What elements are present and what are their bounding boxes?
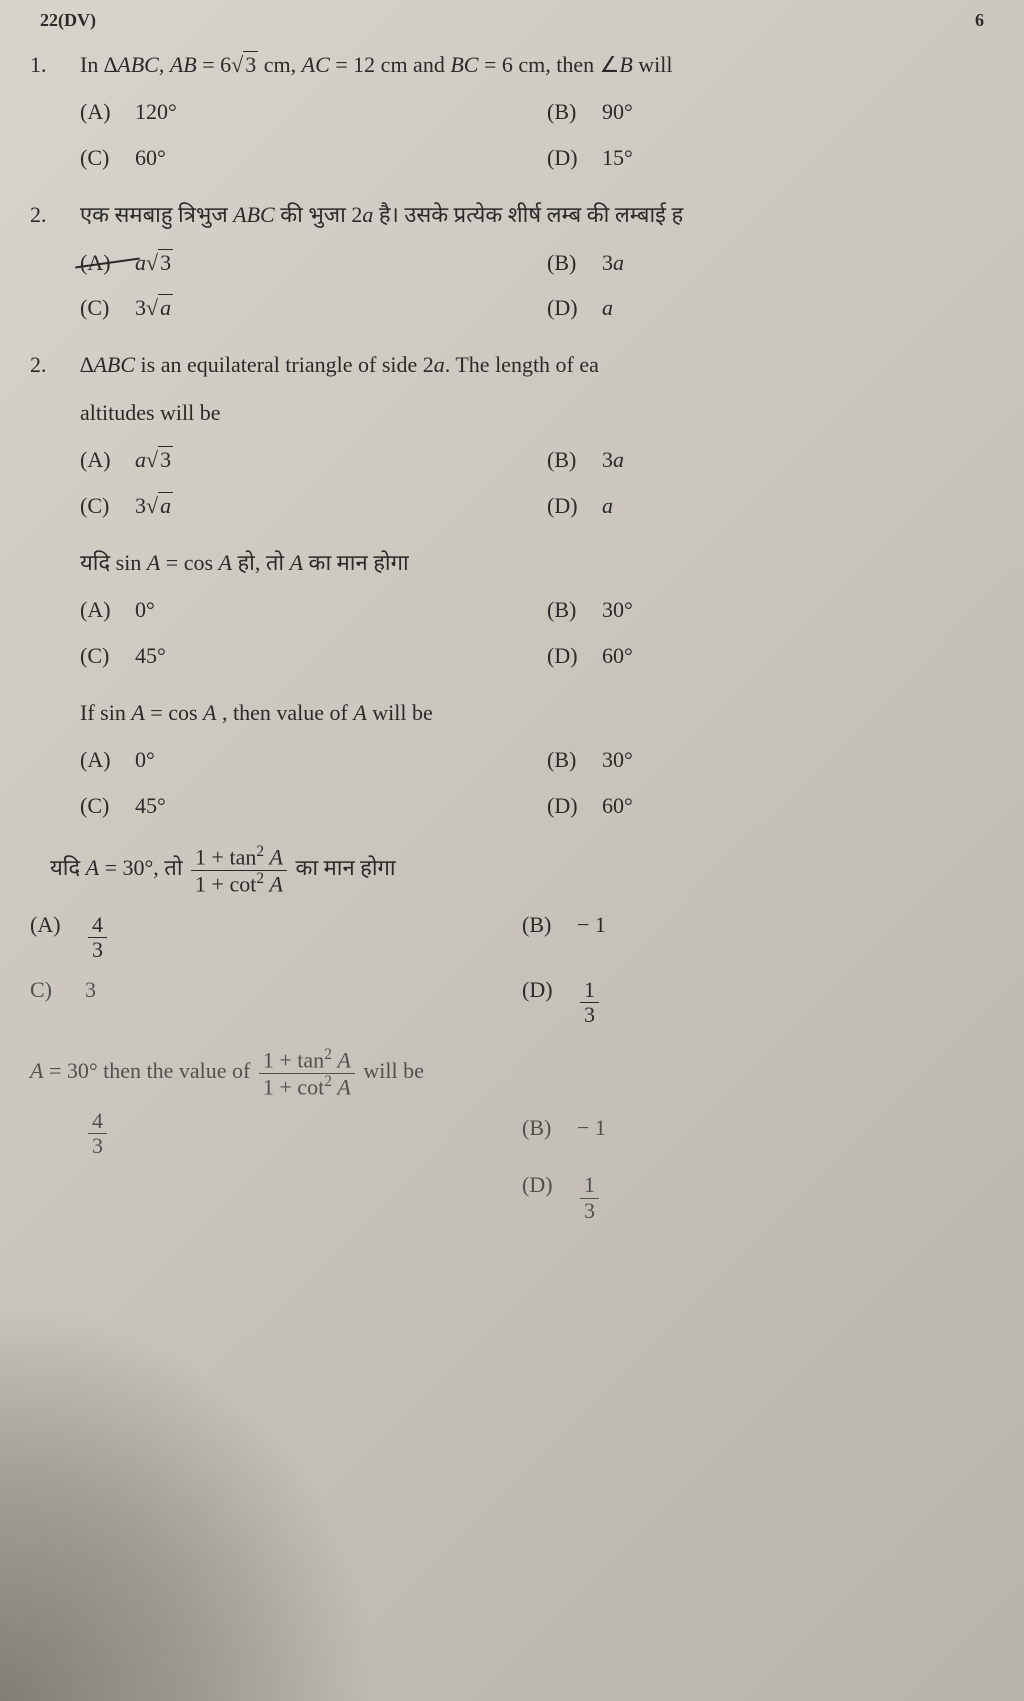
- q4-opt-a: (A)43: [30, 906, 502, 962]
- question-3-hindi: यदि sin A = cos A हो, तो A का मान होगा (…: [30, 544, 994, 674]
- q4e-options: 43 (B)− 1 (D)13: [30, 1109, 994, 1223]
- question-4-english: A = 30° then the value of 1 + tan2 A1 + …: [30, 1047, 994, 1223]
- q1-num: 1.: [30, 46, 80, 83]
- q4e-fraction: 1 + tan2 A1 + cot2 A: [259, 1047, 355, 1099]
- q2-opt-c: (C)3a: [80, 289, 527, 326]
- q3-text: यदि sin A = cos A हो, तो A का मान होगा: [30, 544, 994, 581]
- q3e-opt-b: (B)30°: [547, 741, 994, 778]
- q4e-opt-a: 43: [30, 1109, 502, 1158]
- q3-options: (A)0° (B)30° (C)45° (D)60°: [30, 591, 994, 674]
- q4e-opt-c: [30, 1166, 502, 1222]
- q3e-opt-d: (D)60°: [547, 787, 994, 824]
- q1-opt-b: (B)90°: [547, 93, 994, 130]
- q4e-opt-d: (D)13: [522, 1166, 994, 1222]
- q2e-num: 2.: [30, 346, 80, 383]
- q4-fraction: 1 + tan2 A1 + cot2 A: [191, 844, 287, 896]
- q1-opt-d: (D)15°: [547, 139, 994, 176]
- q2-opt-d: (D)a: [547, 289, 994, 326]
- q3-opt-a: (A)0°: [80, 591, 527, 628]
- q1-options: (A)120° (B)90° (C)60° (D)15°: [30, 93, 994, 176]
- q2-opt-a-strike: (A): [80, 244, 135, 281]
- q4-text: यदि A = 30°, तो 1 + tan2 A1 + cot2 A का …: [50, 844, 994, 896]
- q4e-text: A = 30° then the value of 1 + tan2 A1 + …: [30, 1047, 994, 1099]
- q4-opt-c: C)3: [30, 971, 502, 1027]
- q2e-options: (A)a3 (B)3a (C)3a (D)a: [30, 441, 994, 524]
- q1-text: In ∆ABC, AB = 63 cm, AC = 12 cm and BC =…: [80, 46, 994, 83]
- q2-opt-a: (A)a3: [80, 244, 527, 281]
- q3e-options: (A)0° (B)30° (C)45° (D)60°: [30, 741, 994, 824]
- q2e-opt-d: (D)a: [547, 487, 994, 524]
- question-4-hindi: यदि A = 30°, तो 1 + tan2 A1 + cot2 A का …: [30, 844, 994, 1027]
- q2e-text-line2: altitudes will be: [80, 394, 994, 431]
- q2-options: (A)a3 (B)3a (C)3a (D)a: [30, 244, 994, 327]
- q4-opt-b: (B)− 1: [522, 906, 994, 962]
- q3-opt-d: (D)60°: [547, 637, 994, 674]
- question-3-english: If sin A = cos A , then value of A will …: [30, 694, 994, 824]
- header-fragment: 22(DV) 6: [30, 10, 994, 31]
- q3e-opt-c: (C)45°: [80, 787, 527, 824]
- q2-opt-b: (B)3a: [547, 244, 994, 281]
- q3-opt-b: (B)30°: [547, 591, 994, 628]
- q4e-opt-b: (B)− 1: [522, 1109, 994, 1158]
- header-left: 22(DV): [40, 10, 96, 31]
- q1-opt-c: (C)60°: [80, 139, 527, 176]
- q2e-opt-c: (C)3a: [80, 487, 527, 524]
- question-1: 1. In ∆ABC, AB = 63 cm, AC = 12 cm and B…: [30, 46, 994, 176]
- q2e-opt-a: (A)a3: [80, 441, 527, 478]
- q3e-opt-a: (A)0°: [80, 741, 527, 778]
- q2-text: एक समबाहु त्रिभुज ABC की भुजा 2a है। उसक…: [80, 196, 994, 233]
- q3e-text: If sin A = cos A , then value of A will …: [30, 694, 994, 731]
- q2-num: 2.: [30, 196, 80, 233]
- q2e-text: ∆ABC is an equilateral triangle of side …: [80, 346, 994, 383]
- q4-options: (A)43 (B)− 1 C)3 (D)13: [30, 906, 994, 1027]
- q3-opt-c: (C)45°: [80, 637, 527, 674]
- q1-opt-a: (A)120°: [80, 93, 527, 130]
- q4-opt-d: (D)13: [522, 971, 994, 1027]
- header-right: 6: [975, 10, 984, 31]
- question-2-hindi: 2. एक समबाहु त्रिभुज ABC की भुजा 2a है। …: [30, 196, 994, 326]
- question-2-english: 2. ∆ABC is an equilateral triangle of si…: [30, 346, 994, 524]
- q2e-opt-b: (B)3a: [547, 441, 994, 478]
- page-shadow: [0, 1301, 380, 1701]
